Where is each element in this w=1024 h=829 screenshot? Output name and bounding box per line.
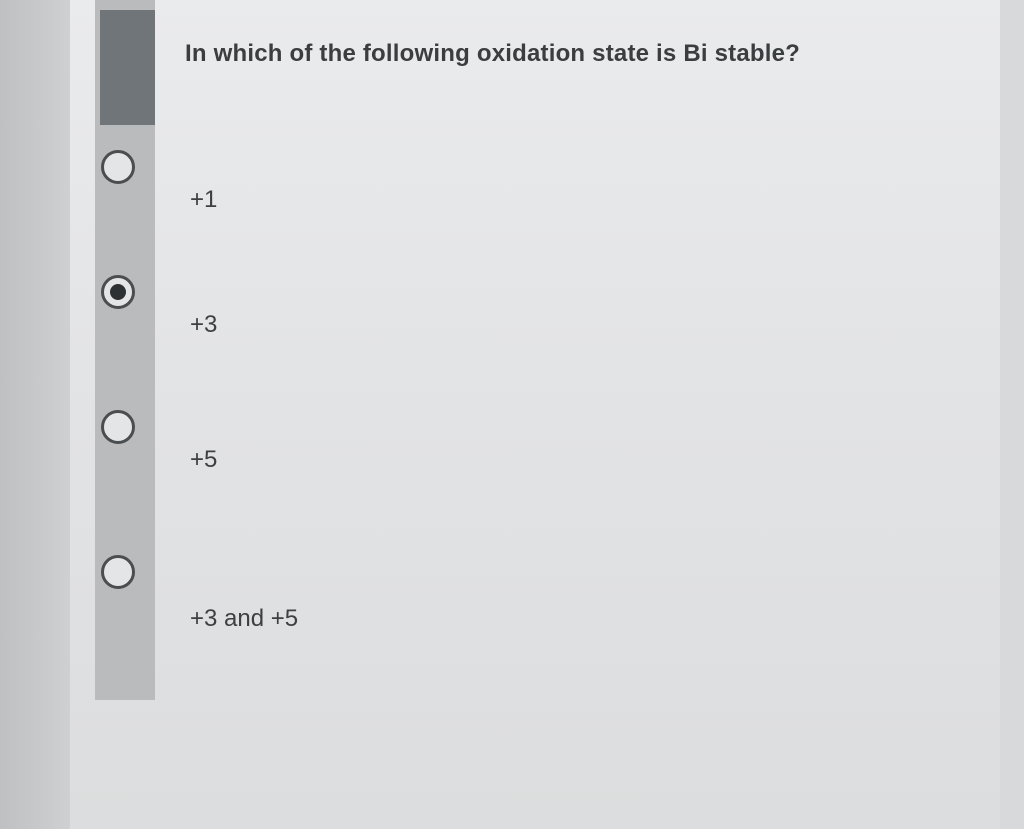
option-a-label: +1	[190, 186, 217, 214]
radio-option-a[interactable]	[101, 150, 135, 184]
radio-option-b[interactable]	[101, 275, 135, 309]
option-b-label: +3	[190, 311, 217, 339]
radio-option-c[interactable]	[101, 410, 135, 444]
option-d-label: +3 and +5	[190, 605, 298, 633]
radio-dot-icon	[110, 284, 126, 300]
question-marker-icon	[100, 10, 155, 125]
page-surface	[70, 0, 1000, 829]
radio-option-d[interactable]	[101, 555, 135, 589]
page-left-shade	[0, 0, 70, 829]
question-text: In which of the following oxidation stat…	[185, 40, 800, 68]
option-c-label: +5	[190, 446, 217, 474]
